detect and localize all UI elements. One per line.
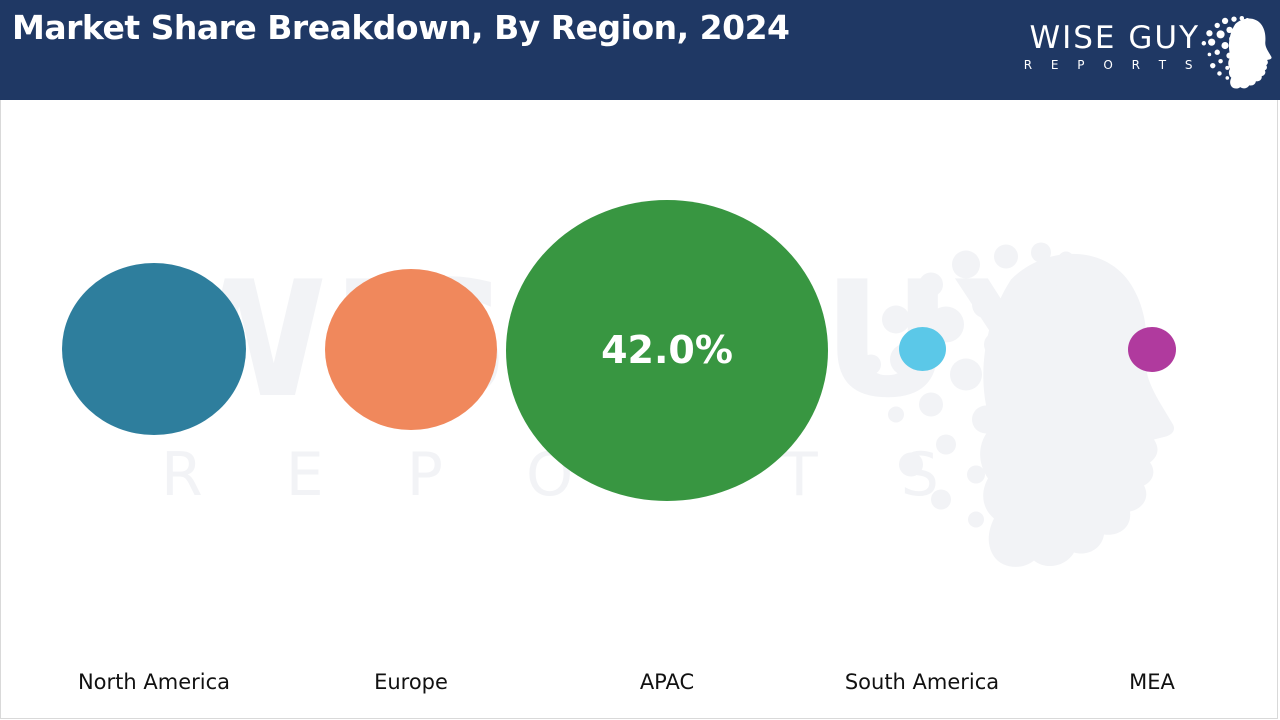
category-label-south-america: South America [844, 670, 1000, 694]
category-labels: North America Europe APAC South America MEA [1, 100, 1277, 718]
header-bar: Market Share Breakdown, By Region, 2024 … [0, 0, 1280, 100]
bubble-europe [325, 268, 497, 430]
category-label-mea: MEA [1129, 670, 1175, 694]
bubble-mea [1128, 326, 1176, 372]
category-label-north-america: North America [77, 670, 231, 694]
bubble-chart: WISE GUY R E P O R T S 42.0% North Ameri… [0, 100, 1278, 719]
bubble-value-label: 42.0% [601, 328, 733, 372]
wise-guy-logo: WISE GUY R E P O R T S [1024, 4, 1272, 96]
category-label-europe: Europe [374, 670, 448, 694]
logo-head-icon [1201, 16, 1272, 89]
category-label-apac: APAC [639, 670, 695, 694]
logo-subtitle: R E P O R T S [1023, 58, 1200, 72]
watermark-head-icon [861, 242, 1175, 567]
logo-text: WISE GUY R E P O R T S [1024, 20, 1200, 72]
bubble-south-america [898, 327, 946, 371]
page-title: Market Share Breakdown, By Region, 2024 [12, 8, 790, 47]
bubble-layer: 42.0% [1, 100, 1277, 718]
logo-wordmark: WISE GUY [1029, 20, 1200, 56]
watermark-subtitle: R E P O R T S [161, 440, 971, 510]
bubble-apac: 42.0% [506, 199, 828, 501]
bubble-north-america [62, 263, 246, 435]
